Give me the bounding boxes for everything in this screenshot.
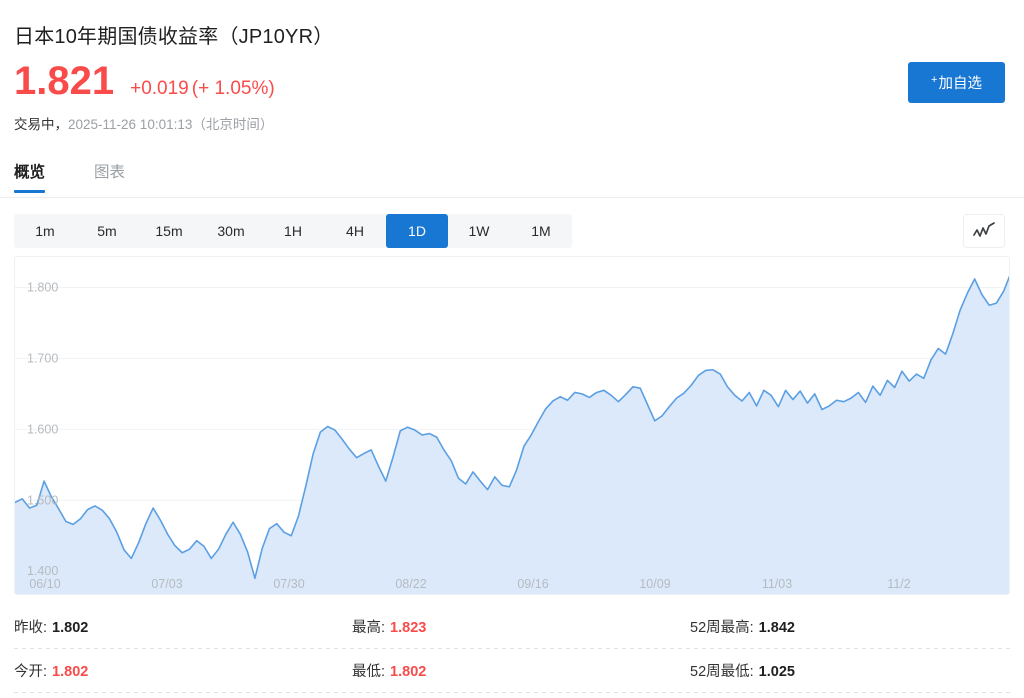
stat-label: 52周最低: (690, 664, 754, 680)
stat-day-low: 最低: 1.802 (352, 660, 426, 681)
timeframe-5m[interactable]: 5m (97, 223, 117, 239)
price-change-pct: (+ 1.05%) (191, 78, 275, 99)
market-status-time: 2025-11-26 10:01:13 (68, 117, 193, 132)
plus-icon: + (931, 73, 938, 86)
svg-text:08/22: 08/22 (395, 577, 426, 591)
add-to-watchlist-label: 加自选 (938, 76, 982, 92)
stat-value: 1.842 (758, 620, 795, 636)
market-status-timezone: （北京时间） (192, 117, 274, 132)
timeframe-selector: 1m 5m 15m 30m 1H 4H 1D 1W 1M (14, 214, 572, 248)
tab-overview[interactable]: 概览 (14, 160, 46, 193)
svg-text:11/2: 11/2 (887, 577, 910, 591)
svg-text:1.600: 1.600 (27, 422, 58, 436)
stat-value: 1.802 (52, 664, 89, 680)
timeframe-1d[interactable]: 1D (386, 214, 448, 248)
stat-value: 1.802 (52, 620, 89, 636)
price-change-abs: +0.019 (130, 78, 189, 99)
price-row: 1.821 +0.019 (+ 1.05%) (14, 61, 333, 101)
stat-value: 1.025 (758, 664, 795, 680)
stat-value: 1.823 (390, 620, 427, 636)
last-price: 1.821 (14, 59, 115, 103)
svg-text:07/30: 07/30 (273, 577, 304, 591)
quote-statistics: 昨收: 1.802 最高: 1.823 52周最高: 1.842 今开: 1.802 最… (0, 605, 1024, 693)
timeframe-1h[interactable]: 1H (284, 223, 302, 239)
stat-52w-low: 52周最低: 1.025 (690, 660, 795, 681)
svg-text:1.400: 1.400 (27, 564, 58, 578)
timeframe-4h[interactable]: 4H (346, 223, 364, 239)
svg-text:1.500: 1.500 (27, 493, 58, 507)
market-status-state: 交易中， (14, 117, 68, 132)
timeframe-1m[interactable]: 1m (35, 223, 55, 239)
line-chart-icon (973, 222, 995, 237)
stat-label: 最低: (352, 664, 386, 680)
svg-text:07/03: 07/03 (151, 577, 182, 591)
timeframe-1w[interactable]: 1W (468, 223, 490, 239)
stat-divider (14, 692, 1010, 693)
stat-open: 今开: 1.802 (14, 660, 88, 681)
add-to-watchlist-button[interactable]: + 加自选 (908, 62, 1005, 103)
svg-text:11/03: 11/03 (762, 577, 792, 591)
stat-row: 今开: 1.802 最低: 1.802 52周最低: 1.025 (0, 649, 1024, 693)
stat-label: 昨收: (14, 620, 48, 636)
stat-label: 52周最高: (690, 620, 754, 636)
stat-label: 最高: (352, 620, 386, 636)
svg-text:06/10: 06/10 (29, 577, 60, 591)
svg-text:10/09: 10/09 (639, 577, 670, 591)
svg-text:09/16: 09/16 (517, 577, 548, 591)
page-title: 日本10年期国债收益率（JP10YR） (14, 26, 334, 48)
stat-value: 1.802 (390, 664, 427, 680)
price-change: +0.019 (+ 1.05%) (130, 78, 275, 100)
timeframe-1mo[interactable]: 1M (531, 223, 551, 239)
stat-52w-high: 52周最高: 1.842 (690, 616, 795, 637)
price-chart[interactable]: 1.800 1.700 1.600 1.500 1.400 06/10 07/03 07/3… (15, 257, 1010, 595)
chart-x-axis-labels: 06/10 07/03 07/30 08/22 09/16 10/09 11/03 11/2 (29, 577, 910, 591)
chart-area-fill (15, 277, 1009, 594)
stat-day-high: 最高: 1.823 (352, 616, 426, 637)
svg-text:1.800: 1.800 (27, 280, 58, 294)
svg-text:1.700: 1.700 (27, 351, 58, 365)
market-status: 交易中，2025-11-26 10:01:13（北京时间） (14, 113, 333, 133)
stat-prev-close: 昨收: 1.802 (14, 616, 88, 637)
quote-header: 日本10年期国债收益率（JP10YR） 1.821 +0.019 (+ 1.05%… (14, 20, 333, 133)
chart-type-button[interactable] (963, 214, 1005, 248)
price-chart-card[interactable]: 1.800 1.700 1.600 1.500 1.400 06/10 07/03 07/3… (14, 256, 1010, 595)
tab-chart[interactable]: 图表 (94, 164, 126, 181)
tab-bar: 概览 图表 (0, 160, 1024, 198)
timeframe-15m[interactable]: 15m (155, 223, 183, 239)
stat-divider (14, 648, 1010, 649)
chart-line (15, 275, 1009, 580)
timeframe-30m[interactable]: 30m (217, 223, 245, 239)
chart-y-axis-labels: 1.800 1.700 1.600 1.500 1.400 (27, 280, 58, 578)
stat-label: 今开: (14, 664, 48, 680)
stat-row: 昨收: 1.802 最高: 1.823 52周最高: 1.842 (0, 605, 1024, 649)
